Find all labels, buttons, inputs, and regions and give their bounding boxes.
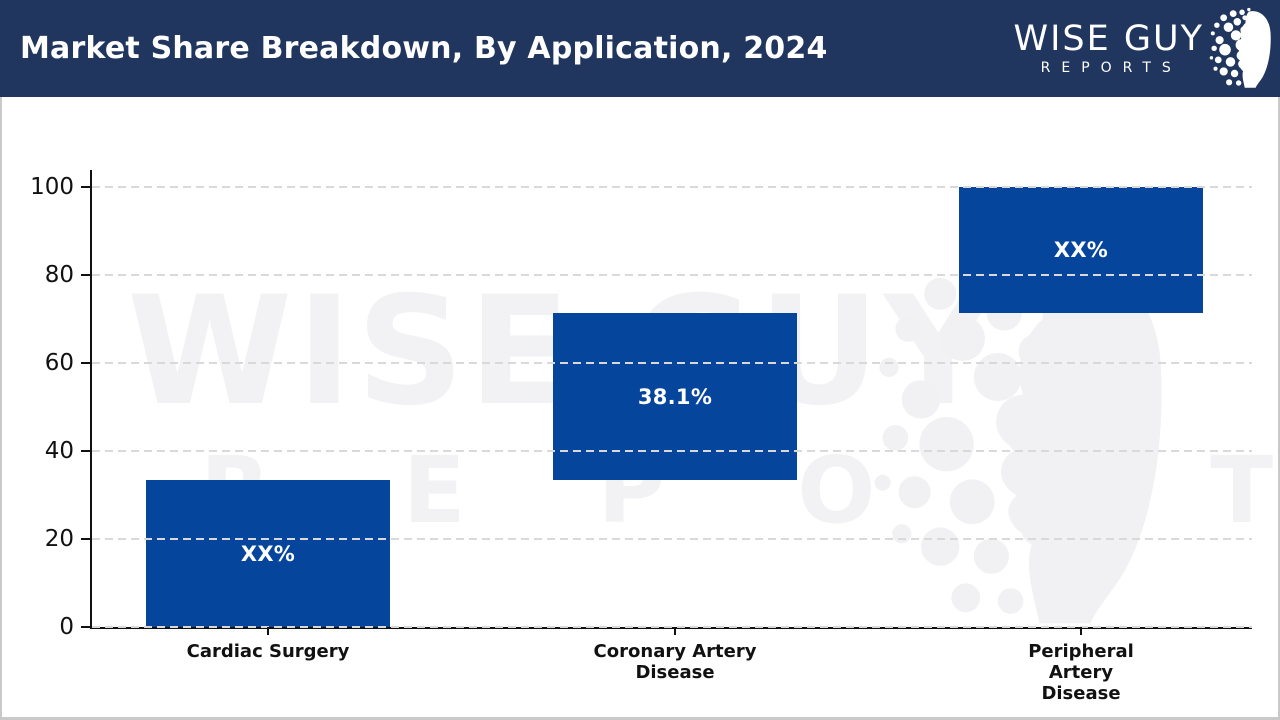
gridline-40 bbox=[92, 450, 1252, 452]
ytick-mark-60 bbox=[81, 362, 91, 364]
dotted-head-icon bbox=[1209, 7, 1271, 88]
gridline-20 bbox=[92, 538, 1252, 540]
x-label-cardiac-surgery: Cardiac Surgery bbox=[186, 641, 350, 662]
xtick-mark-coronary-artery-disease bbox=[674, 627, 676, 635]
ytick-mark-80 bbox=[81, 274, 91, 276]
gridline-60 bbox=[92, 362, 1252, 364]
ytick-label-80: 80 bbox=[44, 262, 74, 288]
ytick-mark-20 bbox=[81, 538, 91, 540]
ytick-label-40: 40 bbox=[44, 438, 74, 464]
ytick-mark-100 bbox=[81, 186, 91, 188]
bar-value-label-coronary-artery-disease: 38.1% bbox=[637, 384, 713, 409]
xtick-mark-peripheral-artery-disease bbox=[1080, 627, 1082, 635]
ytick-label-60: 60 bbox=[44, 350, 74, 376]
xtick-mark-cardiac-surgery bbox=[267, 627, 269, 635]
bar-value-label-cardiac-surgery: XX% bbox=[240, 541, 296, 566]
plot-area: XX% 38.1% XX% 0 20 40 60 80 100 Cardiac Surgery Co… bbox=[30, 170, 1252, 704]
gridline-0 bbox=[92, 626, 1252, 628]
ytick-mark-40 bbox=[81, 450, 91, 452]
bar-cardiac-surgery: XX% bbox=[146, 480, 390, 627]
bar-coronary-artery-disease: 38.1% bbox=[553, 312, 797, 481]
logo-subtitle: REPORTS bbox=[1040, 60, 1182, 76]
x-label-peripheral-artery-disease: Peripheral Artery Disease bbox=[1028, 641, 1134, 705]
x-label-coronary-artery-disease: Coronary Artery Disease bbox=[593, 641, 757, 684]
chart-canvas: WISE GUY R E P O R T S XX%38.1%XX%020406… bbox=[0, 97, 1280, 720]
gridline-80 bbox=[92, 274, 1252, 276]
ytick-mark-0 bbox=[81, 626, 91, 628]
ytick-label-20: 20 bbox=[44, 526, 74, 552]
logo-text: WISE GUY REPORTS bbox=[1013, 19, 1204, 76]
logo-wordmark: WISE GUY bbox=[1013, 19, 1204, 59]
bar-value-label-peripheral-artery-disease: XX% bbox=[1053, 237, 1109, 262]
bar-peripheral-artery-disease: XX% bbox=[959, 187, 1203, 313]
ytick-label-100: 100 bbox=[30, 173, 74, 200]
gridline-100 bbox=[92, 186, 1252, 188]
wiseguy-logo: WISE GUY REPORTS bbox=[1013, 7, 1274, 91]
ytick-label-0: 0 bbox=[59, 614, 74, 640]
page-title: Market Share Breakdown, By Application, … bbox=[20, 31, 828, 66]
header-bar: Market Share Breakdown, By Application, … bbox=[0, 0, 1280, 97]
